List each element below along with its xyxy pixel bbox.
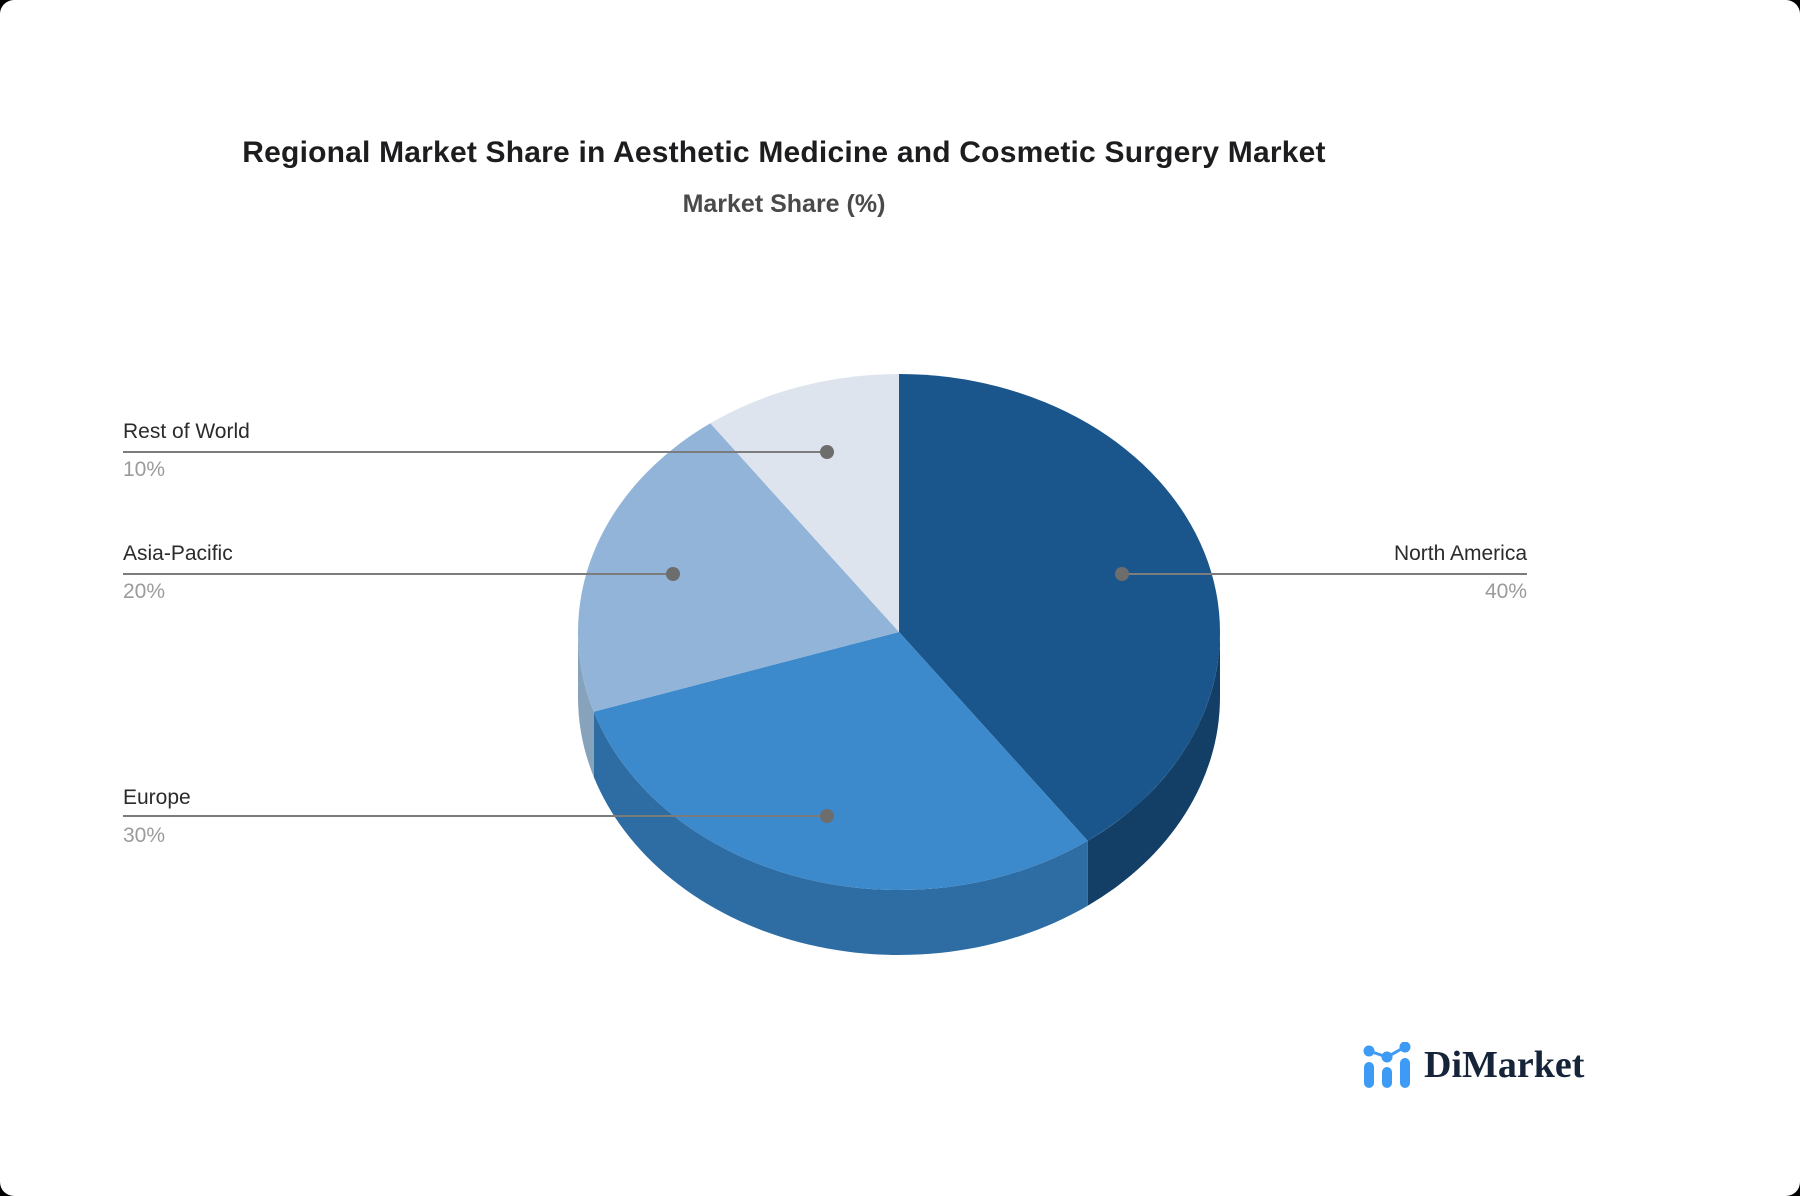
dimarket-logo: DiMarket — [1362, 1042, 1584, 1088]
logo-text: DiMarket — [1424, 1044, 1585, 1086]
slice-label: North America — [1393, 542, 1527, 565]
slice-value: 10% — [123, 458, 166, 481]
bar-line-chart-icon — [1363, 1042, 1411, 1088]
slice-label: Rest of World — [123, 420, 250, 443]
chart-title: Regional Market Share in Aesthetic Medic… — [242, 136, 1326, 169]
annotation-rest-of-world: Rest of World 10% — [123, 418, 250, 484]
slice-value: 40% — [1484, 580, 1527, 603]
annotation-europe: Europe 30% — [123, 784, 191, 850]
slice-value: 30% — [123, 824, 166, 847]
annotation-asia-pacific: Asia-Pacific 20% — [123, 540, 233, 606]
annotation-north-america: North America 40% — [1394, 540, 1527, 606]
chart-subtitle: Market Share (%) — [682, 190, 886, 218]
slice-label: Europe — [123, 786, 191, 809]
slice-value: 20% — [123, 580, 166, 603]
slice-label: Asia-Pacific — [123, 542, 233, 565]
